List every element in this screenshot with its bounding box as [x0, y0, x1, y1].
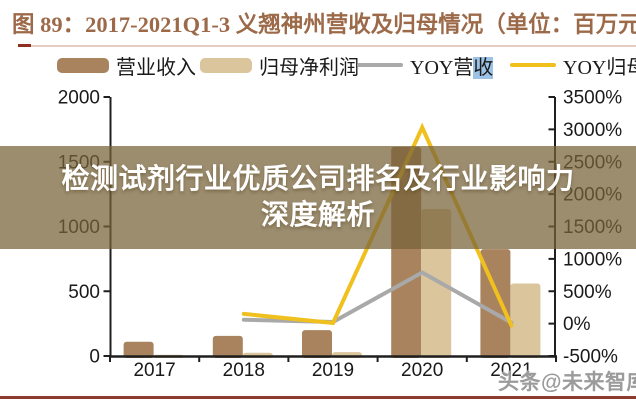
legend-item-1: 营业收入 — [57, 50, 196, 80]
legend-label: 营业收入 — [116, 56, 196, 79]
legend-bar-swatch — [200, 57, 252, 73]
headline-banner: 检测试剂行业优质公司排名及行业影响力 深度解析 — [0, 146, 636, 249]
right-axis-label: 0% — [563, 314, 591, 335]
left-axis-label: 2000 — [58, 88, 100, 109]
legend-item-4: YOY归母 — [510, 50, 636, 80]
legend-label: 归母净利润 — [259, 56, 359, 79]
right-axis-label: 500% — [563, 282, 612, 303]
right-axis-label: -500% — [563, 347, 618, 368]
legend-bar-swatch — [57, 57, 109, 73]
x-axis-label-2019: 2019 — [312, 360, 354, 381]
banner-text-line1: 检测试剂行业优质公司排名及行业影响力 — [61, 163, 575, 195]
x-axis-label-2018: 2018 — [223, 360, 265, 381]
yoy-revenue-line — [241, 270, 514, 325]
right-axis-label: 3500% — [563, 88, 622, 109]
legend-item-3: YOY营收 — [357, 50, 494, 80]
bottom-border — [0, 396, 636, 399]
profit-bar-2021 — [510, 283, 541, 358]
left-axis-label: 500 — [68, 282, 100, 303]
x-axis-label-2021: 2021 — [490, 360, 532, 381]
right-axis-label: 3000% — [563, 120, 622, 141]
chart-legend: 营业收入 归母净利润 YOY营收 YOY归母 — [0, 50, 636, 80]
banner-text-line2: 深度解析 — [260, 199, 375, 231]
legend-line-swatch — [510, 63, 556, 67]
legend-item-2: 归母净利润 — [200, 50, 359, 80]
legend-label-highlight: 收 — [473, 56, 494, 79]
revenue-bar-2018 — [212, 335, 243, 358]
legend-label: YOY营收 — [410, 56, 494, 79]
left-axis-label: 0 — [89, 347, 100, 368]
revenue-bar-2017 — [123, 341, 154, 358]
x-axis-label-2020: 2020 — [401, 360, 443, 381]
title-separator-accent — [18, 44, 31, 47]
title-separator-line — [31, 45, 636, 47]
legend-line-swatch — [357, 63, 403, 67]
figure-title: 图 89：2017-2021Q1-3 义翘神州营收及归母情况（单位：百万元） — [12, 12, 636, 37]
revenue-bar-2019 — [302, 330, 332, 358]
right-axis-label: 1000% — [563, 249, 622, 270]
watermark-text: 头条@未来智库 — [498, 371, 636, 394]
x-axis-label-2017: 2017 — [133, 360, 175, 381]
legend-label: YOY归母 — [563, 56, 636, 79]
